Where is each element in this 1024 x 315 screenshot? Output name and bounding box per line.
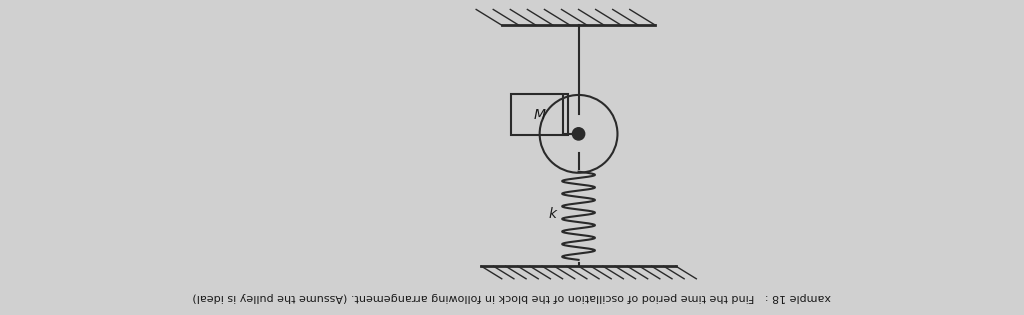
- Text: xample 18 :   Find the time period of oscillation of the block in following arra: xample 18 : Find the time period of osci…: [193, 292, 831, 302]
- Text: k: k: [548, 207, 556, 221]
- Text: M: M: [534, 108, 546, 122]
- Ellipse shape: [572, 128, 585, 140]
